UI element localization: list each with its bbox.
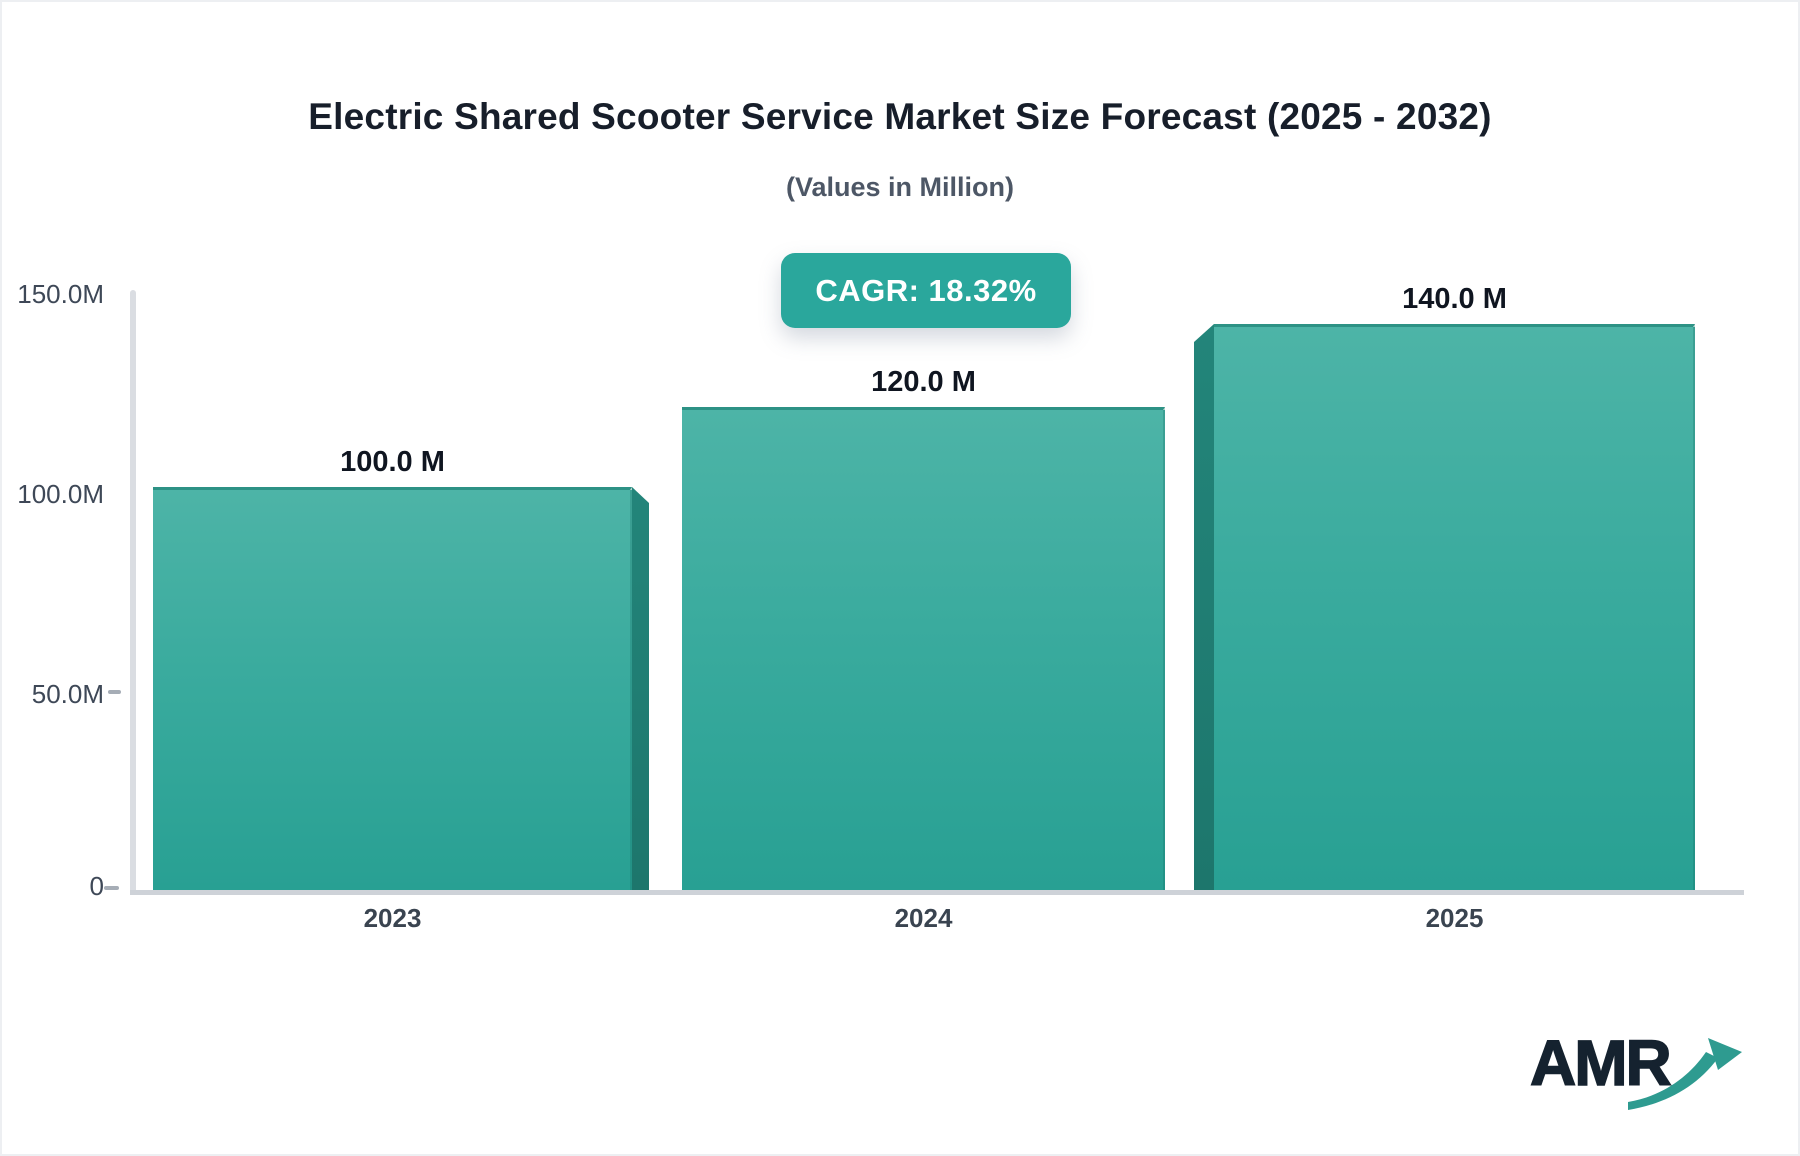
y-tick-mark-50m: [108, 690, 121, 694]
growth-arrow-icon: [1627, 1038, 1742, 1110]
x-category-label-2023: 2023: [363, 903, 422, 933]
y-tick-label-0: 0: [89, 871, 104, 901]
bar-value-label-2023: 100.0 M: [340, 446, 445, 478]
x-category-label-2025: 2025: [1425, 903, 1484, 933]
cagr-badge: CAGR: 18.32%: [781, 253, 1071, 328]
bar-2023: [153, 487, 632, 890]
amr-logo: AMR: [1529, 1027, 1748, 1116]
bar-2024: [682, 407, 1165, 890]
cagr-badge-label: CAGR: 18.32%: [815, 272, 1037, 308]
bar-2025: [1214, 324, 1695, 890]
chart-title: Electric Shared Scooter Service Market S…: [308, 96, 1492, 137]
chart-subtitle: (Values in Million): [785, 172, 1015, 202]
x-category-label-2024: 2024: [894, 903, 953, 933]
bar-value-label-2024: 120.0 M: [871, 366, 976, 398]
y-tick-label-100m: 100.0M: [17, 479, 104, 509]
y-tick-label-150m: 150.0M: [17, 279, 104, 309]
bar-2023-side-bevel: [632, 487, 649, 890]
bar-value-label-2025: 140.0 M: [1402, 283, 1507, 315]
y-tick-mark-0: [104, 886, 119, 890]
amr-logo-text: AMR: [1529, 1027, 1672, 1099]
x-axis-line: [130, 890, 1744, 895]
bar-2025-side-bevel: [1194, 324, 1214, 890]
y-tick-label-50m: 50.0M: [31, 679, 104, 709]
y-axis-line: [130, 290, 136, 894]
